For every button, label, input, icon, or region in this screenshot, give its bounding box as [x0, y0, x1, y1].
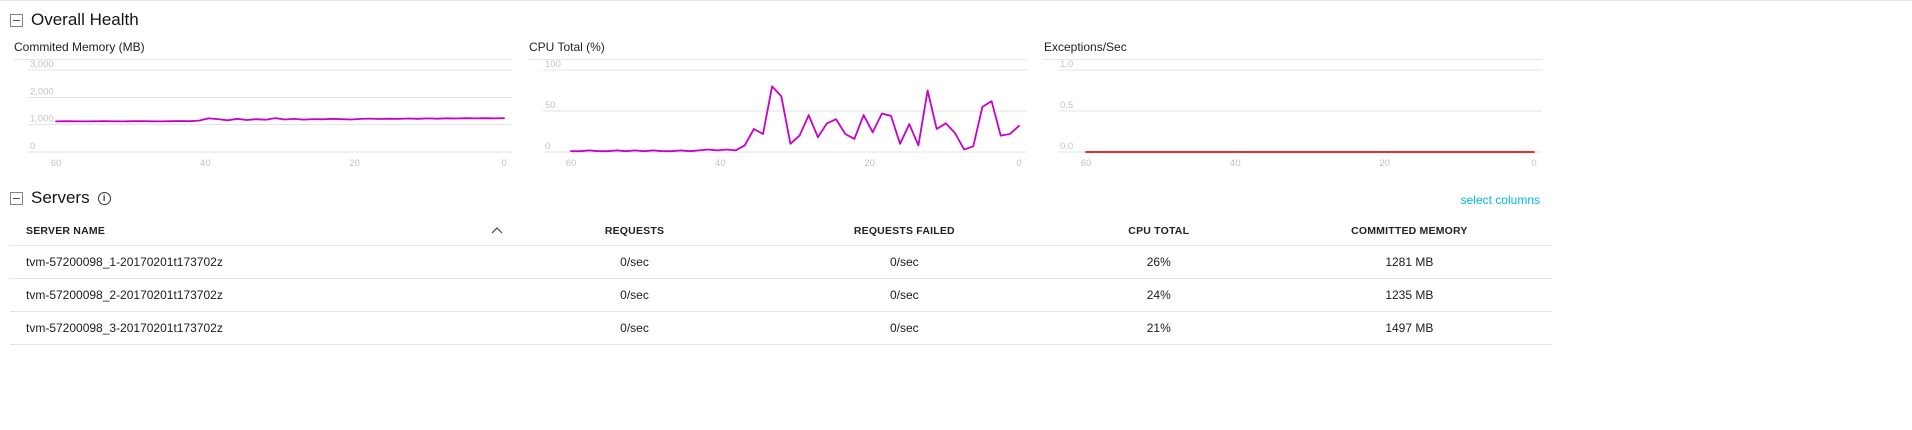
column-header[interactable]: REQUESTS FAILED: [757, 216, 1051, 246]
server-name-cell: tvm-57200098_3-20170201t173702z: [10, 311, 512, 345]
column-header[interactable]: COMMITTED MEMORY: [1266, 216, 1552, 246]
servers-header: Servers select columns: [10, 188, 1552, 208]
metric-cell: 0/sec: [757, 278, 1051, 312]
server-name-cell: tvm-57200098_1-20170201t173702z: [10, 245, 512, 279]
svg-text:0: 0: [1016, 158, 1021, 169]
svg-text:40: 40: [715, 158, 726, 169]
svg-text:3,000: 3,000: [30, 60, 54, 70]
column-header[interactable]: REQUESTS: [511, 216, 758, 246]
metric-cell: 24%: [1050, 278, 1267, 312]
svg-text:40: 40: [200, 158, 211, 169]
metric-cell: 0/sec: [511, 278, 758, 312]
table-row[interactable]: tvm-57200098_3-20170201t173702z 0/sec 0/se…: [10, 311, 1552, 345]
collapse-section-icon[interactable]: [10, 13, 23, 27]
server-name-cell: tvm-57200098_2-20170201t173702z: [10, 278, 512, 312]
svg-text:20: 20: [349, 158, 360, 169]
svg-text:0: 0: [1531, 158, 1536, 169]
metric-cell: 1281 MB: [1266, 245, 1552, 279]
svg-text:0.5: 0.5: [1060, 100, 1073, 111]
metric-cell: 1497 MB: [1266, 311, 1552, 345]
svg-text:1.0: 1.0: [1060, 60, 1073, 70]
metric-cell: 0/sec: [511, 245, 758, 279]
svg-text:20: 20: [1379, 158, 1390, 169]
servers-table-body: tvm-57200098_1-20170201t173702z 0/sec 0/se…: [10, 245, 1552, 345]
metric-cell: 26%: [1050, 245, 1267, 279]
metric-cell: 1235 MB: [1266, 278, 1552, 312]
sort-ascending-icon[interactable]: [491, 227, 503, 234]
svg-text:60: 60: [566, 158, 577, 169]
chart-title: Exceptions/Sec: [1044, 38, 1542, 60]
servers-title: Servers: [31, 188, 90, 207]
cpu-total-chart-canvas: 100 50 0 60 40 20 0: [543, 60, 1027, 169]
committed-memory-chart-canvas: 3,000 2,000 1,000 0 60 40 20 0: [28, 60, 512, 169]
info-icon: [97, 191, 111, 205]
overall-health-header: Overall Health: [10, 10, 1552, 30]
select-columns-link[interactable]: select columns: [1460, 193, 1540, 207]
charts-row: Commited Memory (MB) 3,000 2,000 1,000 0 60 4…: [10, 38, 1552, 172]
exceptions-chart-canvas: 1.0 0.5 0.0 60 40 20 0: [1058, 60, 1542, 169]
svg-text:60: 60: [51, 158, 62, 169]
metric-cell: 0/sec: [757, 245, 1051, 279]
svg-text:0: 0: [501, 158, 506, 169]
svg-text:60: 60: [1081, 158, 1092, 169]
svg-text:1,000: 1,000: [30, 114, 54, 125]
collapse-section-icon[interactable]: [10, 191, 23, 205]
svg-text:50: 50: [545, 100, 556, 111]
chart-committed-memory: Commited Memory (MB) 3,000 2,000 1,000 0 60 4…: [14, 38, 512, 172]
chart-title: Commited Memory (MB): [14, 38, 512, 60]
chart-exceptions: Exceptions/Sec 1.0 0.5 0.0 60 40 20 0: [1044, 38, 1542, 172]
overall-health-title: Overall Health: [31, 10, 139, 29]
metric-cell: 0/sec: [511, 311, 758, 345]
svg-text:40: 40: [1230, 158, 1241, 169]
column-header[interactable]: CPU TOTAL: [1050, 216, 1267, 246]
metric-cell: 21%: [1050, 311, 1267, 345]
svg-text:0: 0: [30, 141, 35, 152]
chart-title: CPU Total (%): [529, 38, 1027, 60]
table-row[interactable]: tvm-57200098_2-20170201t173702z 0/sec 0/se…: [10, 278, 1552, 312]
table-row[interactable]: tvm-57200098_1-20170201t173702z 0/sec 0/se…: [10, 245, 1552, 279]
health-dashboard: Overall Health Commited Memory (MB) 3,00…: [0, 1, 1552, 345]
chart-cpu-total: CPU Total (%) 100 50 0 60 40 20 0: [529, 38, 1027, 172]
svg-text:100: 100: [545, 60, 561, 70]
svg-text:20: 20: [864, 158, 875, 169]
svg-text:2,000: 2,000: [30, 86, 54, 97]
svg-text:0: 0: [545, 141, 550, 152]
svg-text:0.0: 0.0: [1060, 141, 1073, 152]
servers-table-header-row: SERVER NAME REQUESTS REQUESTS FAILED CPU TO…: [10, 216, 1552, 246]
metric-cell: 0/sec: [757, 311, 1051, 345]
column-header[interactable]: SERVER NAME: [10, 216, 512, 246]
servers-table: SERVER NAME REQUESTS REQUESTS FAILED CPU TO…: [10, 216, 1552, 345]
